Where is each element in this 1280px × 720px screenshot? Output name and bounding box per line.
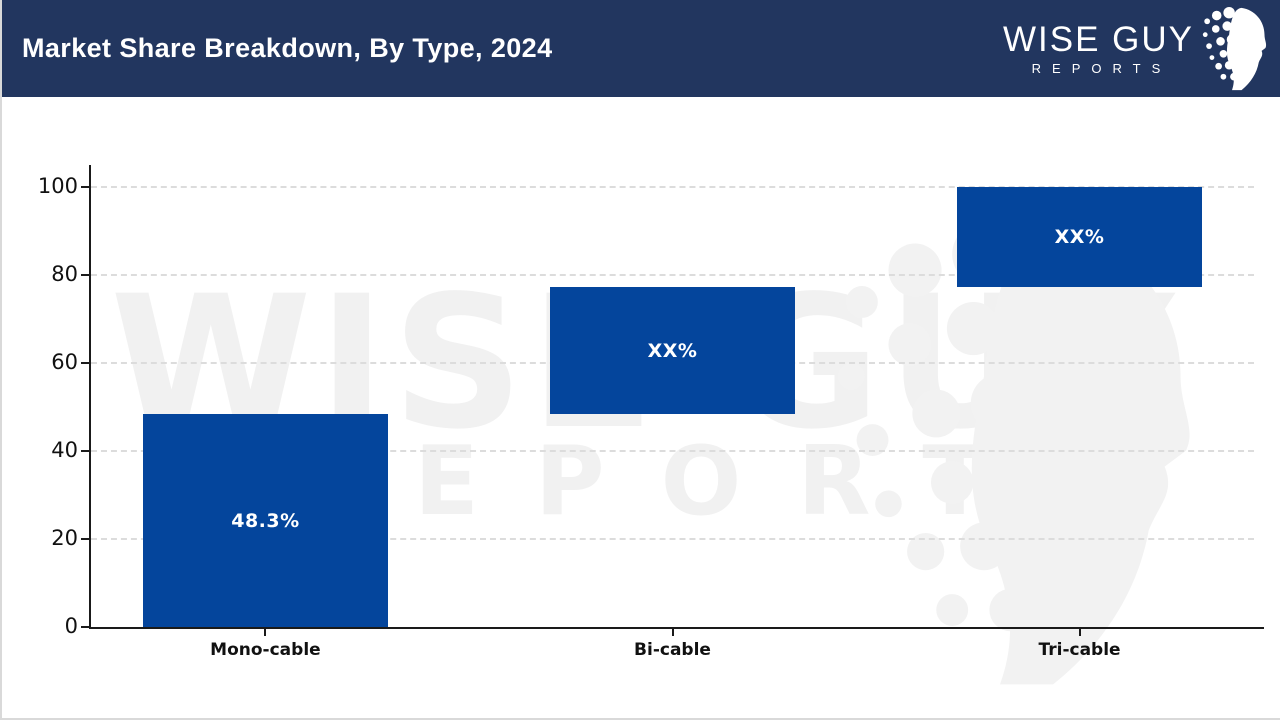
gridline-100 (91, 186, 1254, 188)
y-axis-tick-labels: 0 20 40 60 80 100 (2, 165, 78, 637)
bar-value-label: 48.3% (231, 509, 300, 532)
x-tick-mark-3 (1078, 629, 1081, 636)
header-bar: Market Share Breakdown, By Type, 2024 WI… (2, 0, 1280, 97)
y-tick-mark-0 (81, 626, 89, 628)
brand-logo: WISE GUY REPORTS (1003, 6, 1268, 92)
y-tick-label-100: 100 (37, 174, 78, 198)
bar-tri-cable: XX% (957, 187, 1203, 287)
y-tick-mark-40 (81, 450, 89, 452)
y-tick-mark-20 (81, 538, 89, 540)
brand-logo-text: WISE GUY REPORTS (1003, 22, 1194, 76)
bar-mono-cable: 48.3% (142, 414, 388, 627)
plot-area: 48.3% XX% XX% (91, 165, 1254, 627)
y-tick-mark-80 (81, 274, 89, 276)
y-tick-label-40: 40 (51, 438, 78, 462)
x-tick-label-bi-cable: Bi-cable (634, 640, 711, 660)
bar-value-label: XX% (1054, 225, 1105, 248)
y-tick-mark-60 (81, 362, 89, 364)
y-tick-label-60: 60 (51, 350, 78, 374)
brand-subname: REPORTS (1031, 60, 1172, 76)
y-tick-mark-100 (81, 186, 89, 188)
y-axis-line (89, 165, 91, 629)
page-title: Market Share Breakdown, By Type, 2024 (22, 33, 553, 63)
y-tick-label-20: 20 (51, 526, 78, 550)
gridline-80 (91, 274, 1254, 276)
x-tick-label-mono-cable: Mono-cable (210, 640, 321, 660)
gridline-20 (91, 538, 1254, 540)
wiseguy-head-icon (1202, 6, 1267, 90)
x-tick-label-tri-cable: Tri-cable (1038, 640, 1121, 660)
gridline-40 (91, 450, 1254, 452)
x-tick-mark-2 (671, 629, 674, 636)
chart-area: WISE GUY REPORTS 0 20 40 60 80 100 48.3% XX% XX… (2, 97, 1280, 720)
x-axis-line (89, 627, 1264, 629)
brand-name: WISE GUY (1002, 19, 1194, 59)
bar-bi-cable: XX% (550, 286, 795, 415)
x-tick-mark-1 (264, 629, 267, 636)
bar-value-label: XX% (647, 339, 698, 362)
y-tick-label-0: 0 (64, 614, 78, 638)
y-tick-label-80: 80 (51, 262, 78, 286)
